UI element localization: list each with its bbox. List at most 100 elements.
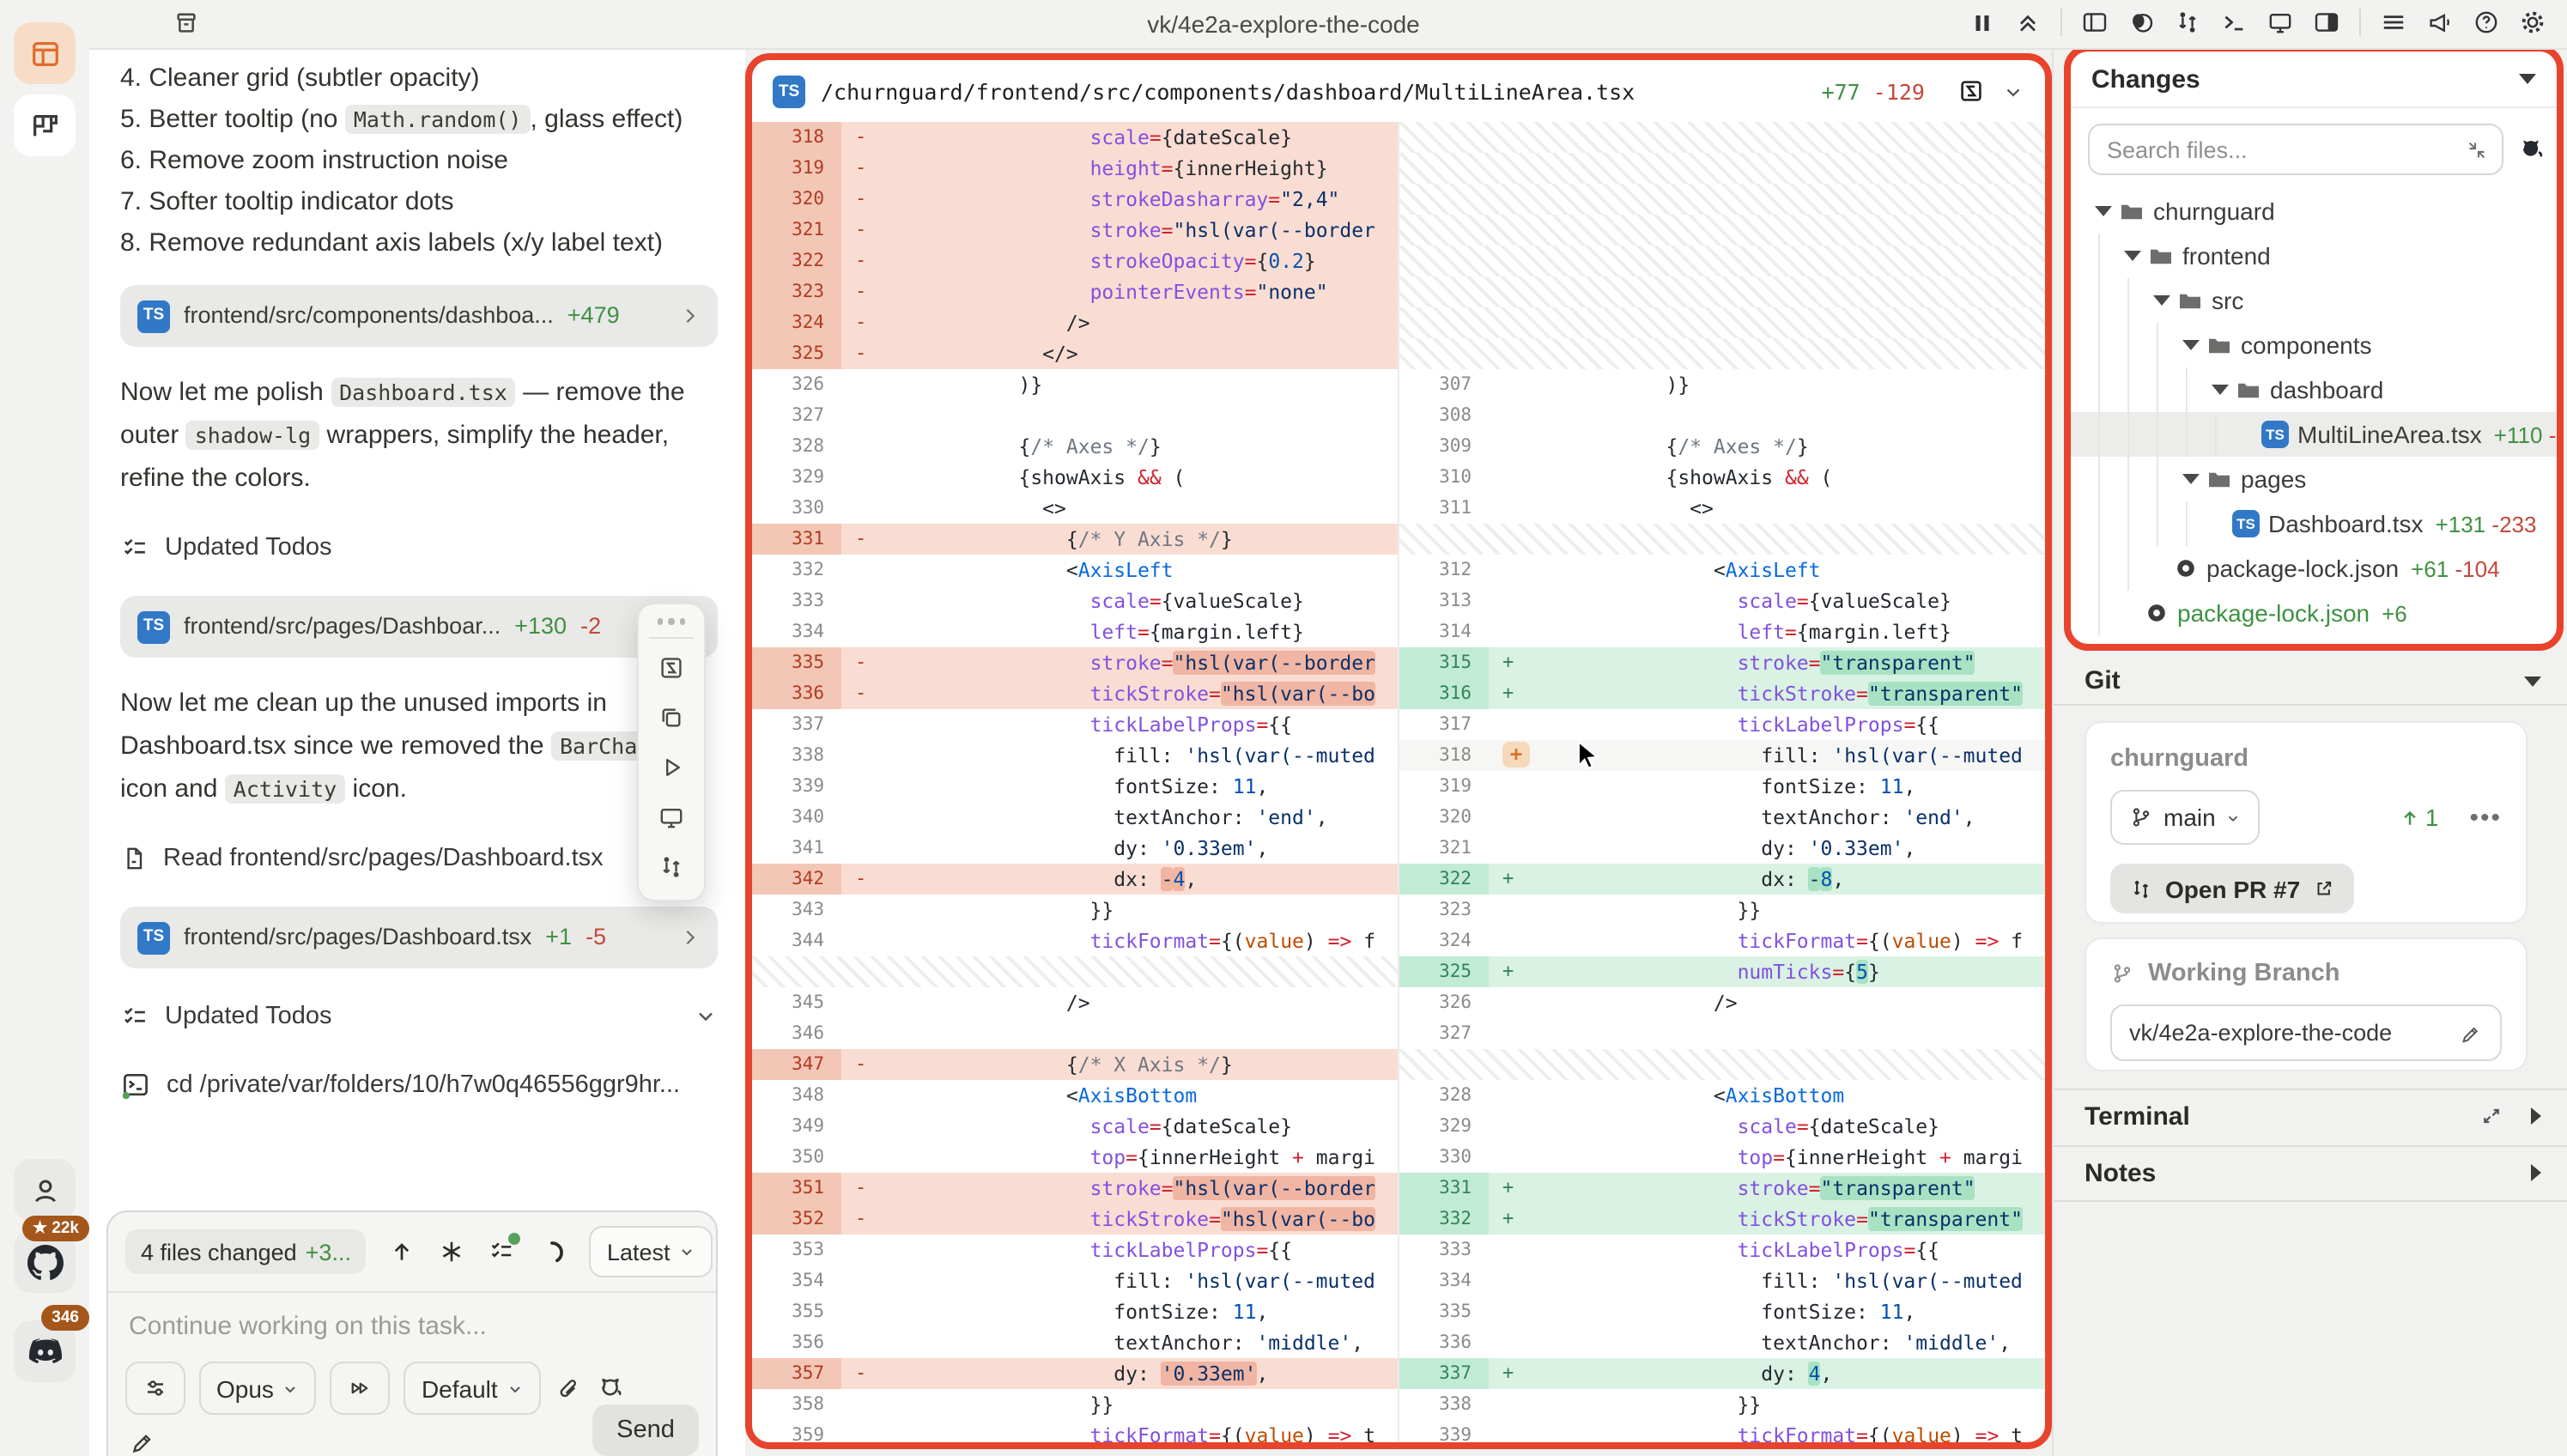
send-button[interactable]: Send bbox=[592, 1404, 699, 1456]
diff-line: 325- </> bbox=[752, 338, 1398, 369]
play-icon[interactable] bbox=[639, 743, 704, 792]
diff-line: 354 fill: 'hsl(var(--muted bbox=[752, 1265, 1398, 1296]
read-file-row[interactable]: Read frontend/src/pages/Dashboard.tsx bbox=[120, 838, 718, 879]
mode-dropdown[interactable]: Default bbox=[404, 1362, 541, 1415]
assistant-message: Now let me polish Dashboard.tsx — remove… bbox=[120, 371, 718, 500]
chevron-down-icon[interactable] bbox=[694, 1004, 718, 1028]
working-branch-input[interactable]: vk/4e2a-explore-the-code bbox=[2110, 1004, 2502, 1061]
collapse-up-icon[interactable] bbox=[2014, 9, 2042, 36]
caret-down-icon[interactable] bbox=[2182, 340, 2200, 350]
caret-down-icon[interactable] bbox=[2182, 474, 2200, 484]
rail-item-discord[interactable]: 346 bbox=[14, 1320, 76, 1382]
tree-item-src[interactable]: src bbox=[2071, 278, 2557, 323]
settings-sliders-button[interactable] bbox=[125, 1362, 185, 1415]
diff-line: 359 tickFormat={(value) => t bbox=[752, 1420, 1398, 1442]
notes-section-title[interactable]: Notes bbox=[2085, 1159, 2156, 1188]
right-panel: Changes churnguard frontend src bbox=[2052, 48, 2567, 1456]
chevron-down-icon[interactable] bbox=[2002, 80, 2024, 102]
scroll-up-icon[interactable] bbox=[389, 1238, 416, 1265]
terminal-expand-caret-icon[interactable] bbox=[2531, 1107, 2541, 1125]
tree-item-multilinearea-tsx[interactable]: TSMultiLineArea.tsx +110 -162 bbox=[2071, 412, 2557, 457]
search-input[interactable] bbox=[2103, 135, 2455, 164]
diff-line: 358 }} bbox=[752, 1389, 1398, 1420]
caret-down-icon[interactable] bbox=[2212, 385, 2229, 395]
screen-icon[interactable] bbox=[639, 792, 704, 842]
cat-icon[interactable] bbox=[596, 1374, 625, 1403]
line-number: 330 bbox=[752, 493, 841, 524]
tree-item-pages[interactable]: pages bbox=[2071, 457, 2557, 501]
attach-icon[interactable] bbox=[555, 1374, 582, 1402]
file-change-chip[interactable]: TS frontend/src/pages/Dashboard.tsx +1-5 bbox=[120, 907, 718, 968]
panel-left-icon[interactable] bbox=[2081, 9, 2109, 36]
settings-icon[interactable] bbox=[2519, 9, 2546, 36]
branch-dropdown[interactable]: main bbox=[2110, 790, 2261, 845]
fast-forward-button[interactable] bbox=[331, 1362, 391, 1415]
line-number: 312 bbox=[1399, 555, 1489, 585]
file-change-chip[interactable]: TS frontend/src/components/dashboa... +4… bbox=[120, 285, 718, 347]
help-icon[interactable] bbox=[2473, 9, 2500, 36]
collapse-caret-icon[interactable] bbox=[2519, 74, 2536, 84]
todos-status-icon[interactable] bbox=[489, 1238, 516, 1265]
rail-item-account[interactable] bbox=[14, 1159, 76, 1221]
tree-item-dashboard-tsx[interactable]: TSDashboard.tsx +131 -233 bbox=[2071, 501, 2557, 546]
diff-row: 340 textAnchor: 'end',320 textAnchor: 'e… bbox=[752, 802, 2045, 833]
notes-expand-caret-icon[interactable] bbox=[2531, 1164, 2541, 1181]
open-pr-button[interactable]: Open PR #7 bbox=[2110, 864, 2353, 913]
line-number: 332 bbox=[752, 555, 841, 585]
git-compare-icon[interactable] bbox=[2174, 9, 2201, 36]
caret-down-icon[interactable] bbox=[2153, 295, 2170, 306]
updated-todos-row[interactable]: Updated Todos bbox=[120, 527, 718, 568]
files-changed-chip[interactable]: 4 files changed +3... bbox=[125, 1229, 367, 1274]
diff-line: 336 textAnchor: 'middle', bbox=[1398, 1327, 2045, 1358]
git-compare-icon[interactable] bbox=[639, 842, 704, 892]
terminal-section-title[interactable]: Terminal bbox=[2085, 1102, 2190, 1131]
copy-icon[interactable] bbox=[639, 693, 704, 743]
tree-item-components[interactable]: components bbox=[2071, 323, 2557, 367]
edit-diff-icon[interactable] bbox=[1957, 77, 1985, 105]
diff-empty-region bbox=[1398, 1049, 2045, 1080]
diff-row: 341 dy: '0.33em',321 dy: '0.33em', bbox=[752, 833, 2045, 864]
tree-item-frontend[interactable]: frontend bbox=[2071, 234, 2557, 278]
caret-down-icon[interactable] bbox=[2124, 251, 2141, 261]
rail-item-tasks[interactable] bbox=[14, 22, 76, 84]
terminal-icon[interactable] bbox=[2220, 9, 2248, 36]
line-number: 313 bbox=[1399, 585, 1489, 616]
updated-todos-row[interactable]: Updated Todos bbox=[120, 996, 718, 1037]
spark-icon[interactable] bbox=[439, 1238, 466, 1265]
file-search[interactable] bbox=[2088, 124, 2503, 175]
discord-count-badge: 346 bbox=[41, 1305, 89, 1331]
add-comment-button[interactable]: + bbox=[1502, 742, 1530, 767]
diff-line: 328 <AxisBottom bbox=[1398, 1080, 2045, 1111]
pause-icon[interactable] bbox=[1969, 9, 1995, 35]
expand-icon[interactable] bbox=[2479, 1104, 2503, 1128]
line-number: 344 bbox=[752, 925, 841, 956]
file-change-chip[interactable]: TS frontend/src/pages/Dashboar... +130-2 bbox=[120, 596, 718, 658]
edit-diff-icon[interactable] bbox=[639, 643, 704, 693]
more-actions-icon[interactable]: ••• bbox=[2469, 803, 2502, 832]
line-number: 339 bbox=[1399, 1420, 1489, 1442]
tree-item-package-lock-json[interactable]: package-lock.json +6 bbox=[2071, 591, 2557, 635]
cat-icon[interactable] bbox=[2515, 134, 2546, 165]
screen-icon[interactable] bbox=[2267, 9, 2294, 36]
green-dot bbox=[509, 1233, 521, 1245]
menu-icon[interactable] bbox=[2380, 9, 2407, 36]
megaphone-icon[interactable] bbox=[2426, 9, 2454, 36]
panel-right-icon[interactable] bbox=[2313, 9, 2340, 36]
pen-icon[interactable] bbox=[129, 1429, 156, 1456]
diff-line: 323 }} bbox=[1398, 895, 2045, 925]
git-collapse-caret-icon[interactable] bbox=[2524, 676, 2541, 687]
tree-item-dashboard[interactable]: dashboard bbox=[2071, 367, 2557, 412]
tree-item-package-lock-json[interactable]: package-lock.json +61 -104 bbox=[2071, 546, 2557, 591]
theme-icon[interactable] bbox=[2127, 9, 2155, 36]
terminal-command-row[interactable]: cd /private/var/folders/10/h7w0q46556ggr… bbox=[120, 1065, 718, 1106]
rail-item-github[interactable]: ★ 22k bbox=[14, 1231, 76, 1293]
message-input[interactable]: Continue working on this task... bbox=[108, 1293, 716, 1341]
commits-ahead[interactable]: 1 bbox=[2400, 804, 2439, 831]
model-dropdown[interactable]: Opus bbox=[199, 1362, 317, 1415]
tree-item-churnguard[interactable]: churnguard bbox=[2071, 189, 2557, 234]
caret-down-icon[interactable] bbox=[2095, 206, 2112, 216]
changes-header[interactable]: Changes bbox=[2071, 52, 2557, 108]
rail-item-board[interactable] bbox=[14, 94, 76, 156]
version-dropdown[interactable]: Latest bbox=[590, 1226, 713, 1277]
drag-handle-icon[interactable] bbox=[639, 611, 704, 631]
